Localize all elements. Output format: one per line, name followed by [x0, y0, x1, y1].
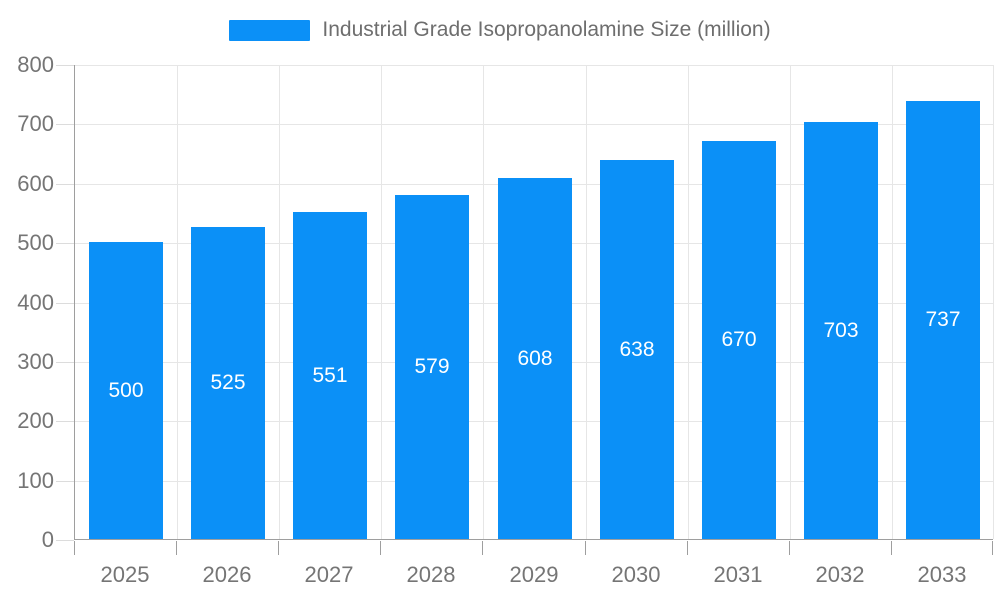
- y-tick-label: 400: [17, 289, 54, 315]
- bar-value-label: 608: [517, 346, 553, 370]
- x-axis-tick: [789, 541, 790, 555]
- gridline-horizontal: [75, 65, 993, 66]
- bar: 579: [395, 195, 469, 539]
- gridline-vertical: [586, 65, 587, 539]
- y-axis-tick: [56, 421, 74, 423]
- x-axis-tick: [687, 541, 688, 555]
- y-axis-tick: [56, 361, 74, 363]
- legend[interactable]: Industrial Grade Isopropanolamine Size (…: [0, 18, 1000, 42]
- y-tick-label: 700: [17, 111, 54, 137]
- y-axis-tick: [56, 183, 74, 185]
- gridline-vertical: [993, 65, 994, 539]
- bar-value-label: 579: [414, 355, 450, 378]
- bar-value-label: 703: [823, 318, 859, 342]
- x-tick-label: 2025: [100, 562, 150, 587]
- x-tick-label: 2032: [815, 562, 865, 587]
- bar-value-label: 638: [619, 337, 655, 361]
- y-axis-tick: [56, 302, 74, 304]
- x-axis-tick: [380, 541, 381, 555]
- gridline-vertical: [688, 65, 689, 539]
- x-tick-label: 2031: [713, 562, 763, 587]
- y-tick-label: 300: [17, 348, 54, 374]
- x-tick-label: 2028: [406, 562, 456, 587]
- x-tick-label: 2030: [611, 562, 661, 587]
- y-tick-label: 500: [17, 230, 54, 256]
- bar: 670: [702, 141, 776, 539]
- x-axis: 2025 2026 2027 2028 2029 2030 2031 2032 2033: [74, 541, 993, 600]
- x-tick-label: 2029: [509, 562, 559, 587]
- gridline-horizontal: [75, 124, 993, 126]
- bar: 703: [804, 122, 878, 539]
- legend-label: Industrial Grade Isopropanolamine Size (…: [322, 18, 771, 41]
- x-axis-tick: [176, 541, 177, 555]
- bar: 551: [293, 212, 367, 539]
- x-axis-tick: [992, 541, 993, 555]
- bar-value-label: 525: [210, 371, 246, 394]
- y-axis-tick: [56, 243, 74, 245]
- gridline-vertical: [483, 65, 484, 539]
- gridline-vertical: [381, 65, 382, 539]
- legend-swatch-icon: [229, 19, 311, 41]
- gridline-vertical: [892, 65, 893, 539]
- x-tick-label: 2027: [304, 562, 354, 587]
- bar: 525: [191, 227, 265, 539]
- bar-value-label: 737: [925, 308, 961, 331]
- plot-area: 500 525 551 579 608 638 670 703 737: [74, 65, 994, 540]
- y-tick-label: 200: [17, 408, 54, 434]
- bar: 500: [89, 242, 163, 539]
- y-axis-tick: [56, 124, 74, 126]
- bar-value-label: 500: [108, 378, 144, 402]
- x-axis-tick: [482, 541, 483, 555]
- y-tick-label: 100: [17, 467, 54, 493]
- gridline-vertical: [177, 65, 178, 539]
- bar-value-label: 670: [721, 328, 757, 351]
- bar-value-label: 551: [312, 363, 348, 387]
- bar: 608: [498, 178, 572, 539]
- y-tick-label: 800: [17, 52, 54, 77]
- gridline-vertical: [790, 65, 791, 539]
- bar: 638: [600, 160, 674, 539]
- y-axis-tick: [56, 65, 74, 66]
- x-axis-tick: [278, 541, 279, 555]
- x-axis-tick: [585, 541, 586, 555]
- y-tick-label: 600: [17, 170, 54, 196]
- x-tick-label: 2026: [202, 562, 252, 587]
- y-tick-label: 0: [41, 527, 54, 552]
- x-axis-tick: [74, 541, 75, 555]
- gridline-vertical: [279, 65, 280, 539]
- y-axis: 0 100 200 300 400 500 600 700 800: [0, 52, 54, 552]
- x-axis-tick: [891, 541, 892, 555]
- x-tick-label: 2033: [917, 562, 967, 587]
- y-axis-tick: [56, 480, 74, 482]
- bar: 737: [906, 101, 980, 539]
- y-axis-tick: [56, 540, 74, 541]
